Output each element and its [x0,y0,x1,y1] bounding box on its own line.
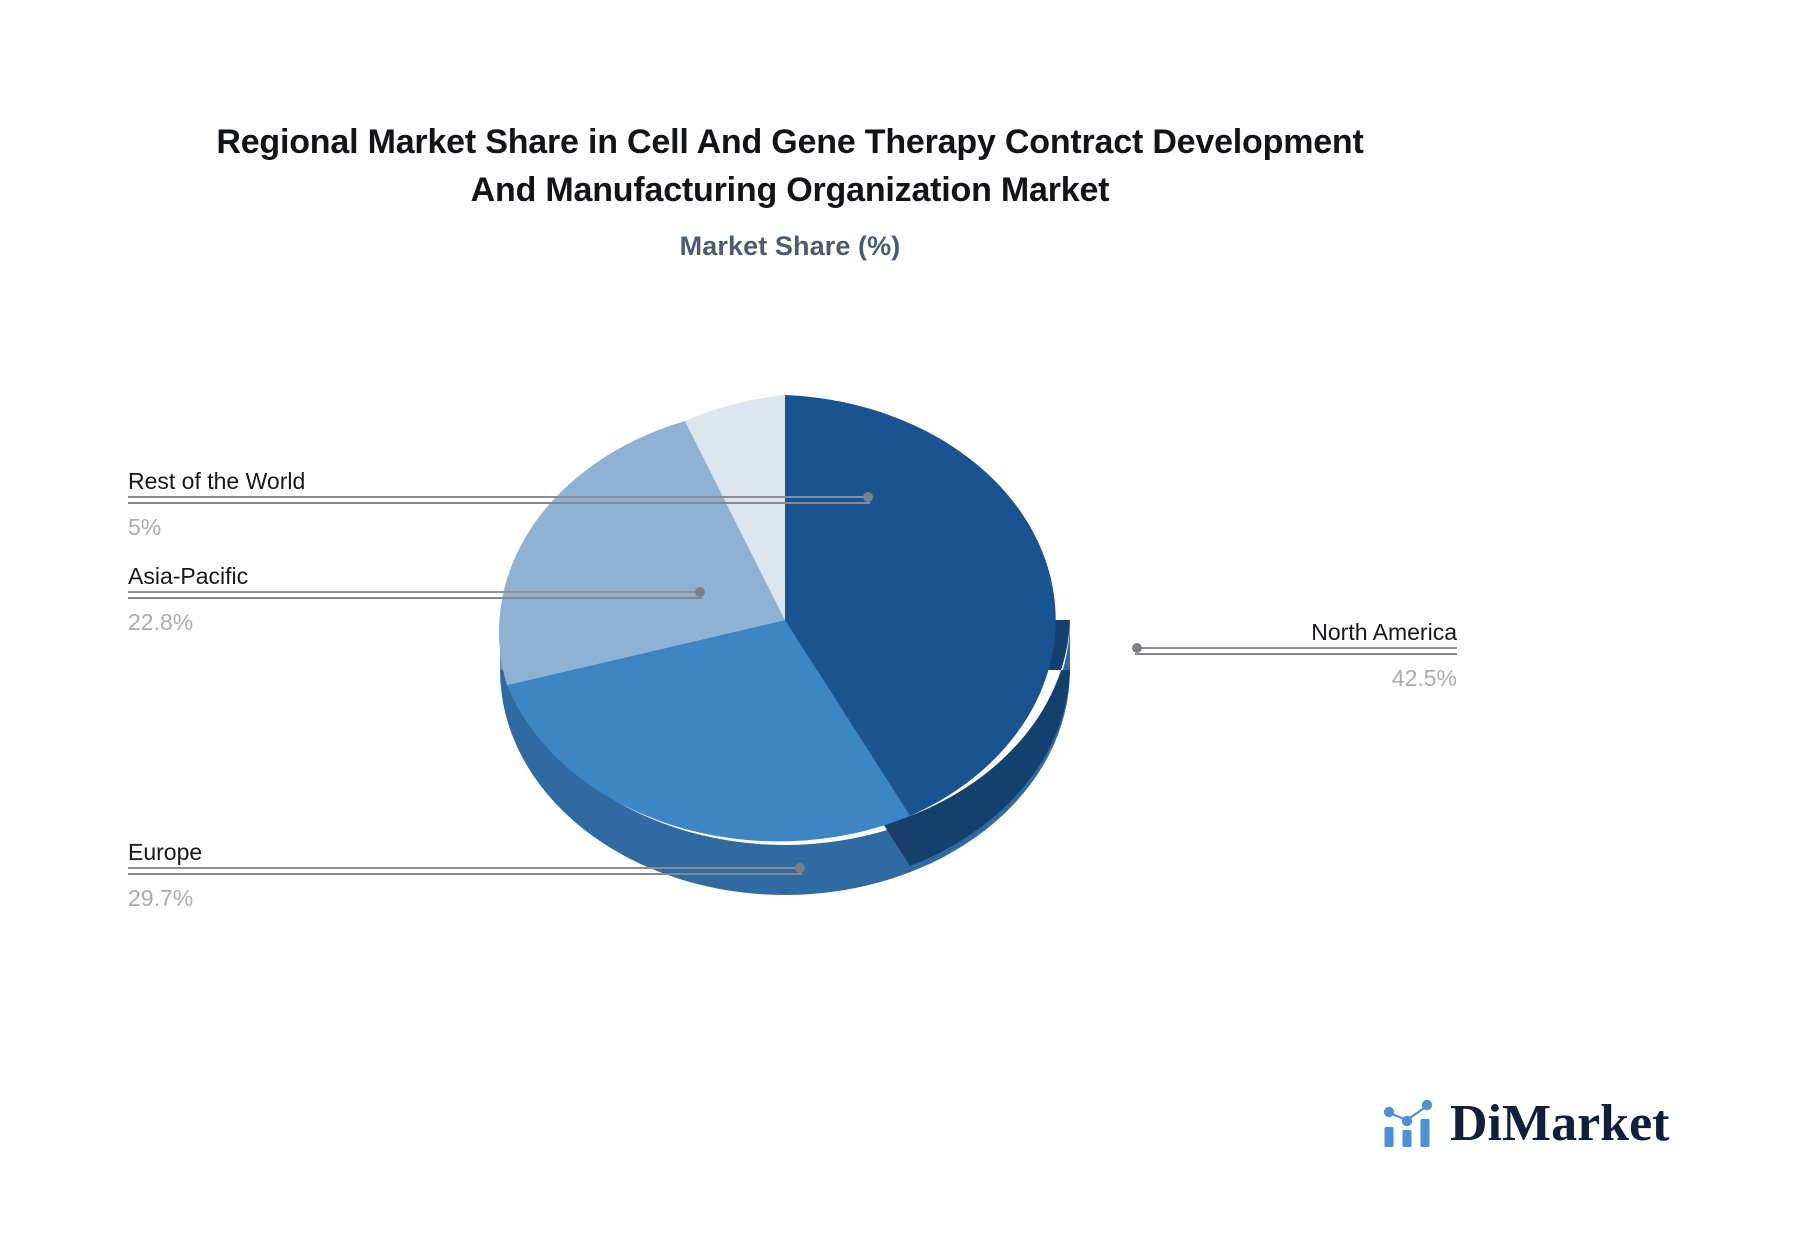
callout-asia-pacific: Asia-Pacific 22.8% [128,562,702,638]
callout-rule-europe [128,872,802,875]
pie-chart-svg [498,395,1070,895]
callout-rule-north-america [1135,652,1457,655]
callout-label-north-america: North America [1311,619,1457,645]
callout-label-rest-of-world: Rest of the World [128,468,306,494]
callout-label-europe: Europe [128,839,203,865]
pie-slice-asia-pacific [498,421,785,685]
callout-europe: Europe 29.7% [128,838,802,914]
pie-slice-europe [507,620,910,842]
chart-subtitle: Market Share (%) [679,230,901,261]
chart-title: Regional Market Share in Cell And Gene T… [216,123,1364,210]
callout-label-asia-pacific: Asia-Pacific [128,563,249,589]
pie-top-face [498,395,1056,842]
title-block: Regional Market Share in Cell And Gene T… [180,118,1400,262]
pie-chart [480,395,1120,955]
pie-slice-rest-of-world [685,395,785,620]
callout-value-rest-of-world: 5% [128,513,162,540]
callout-rule-asia-pacific [128,596,702,599]
brand-logo: DiMarket [1382,1098,1669,1150]
callout-rest-of-world: Rest of the World 5% [128,467,870,543]
callout-value-north-america: 42.5% [1391,664,1457,691]
callout-value-europe: 29.7% [128,884,194,911]
callout-north-america: North America 42.5% [1135,618,1457,694]
callout-rule-rest-of-world [128,501,870,504]
brand-logo-text: DiMarket [1450,1095,1670,1152]
callout-value-asia-pacific: 22.8% [128,608,194,635]
bar-chart-icon [1383,1099,1433,1147]
pie-side-north-america [785,620,1070,866]
pie-slice-north-america [785,395,1056,816]
